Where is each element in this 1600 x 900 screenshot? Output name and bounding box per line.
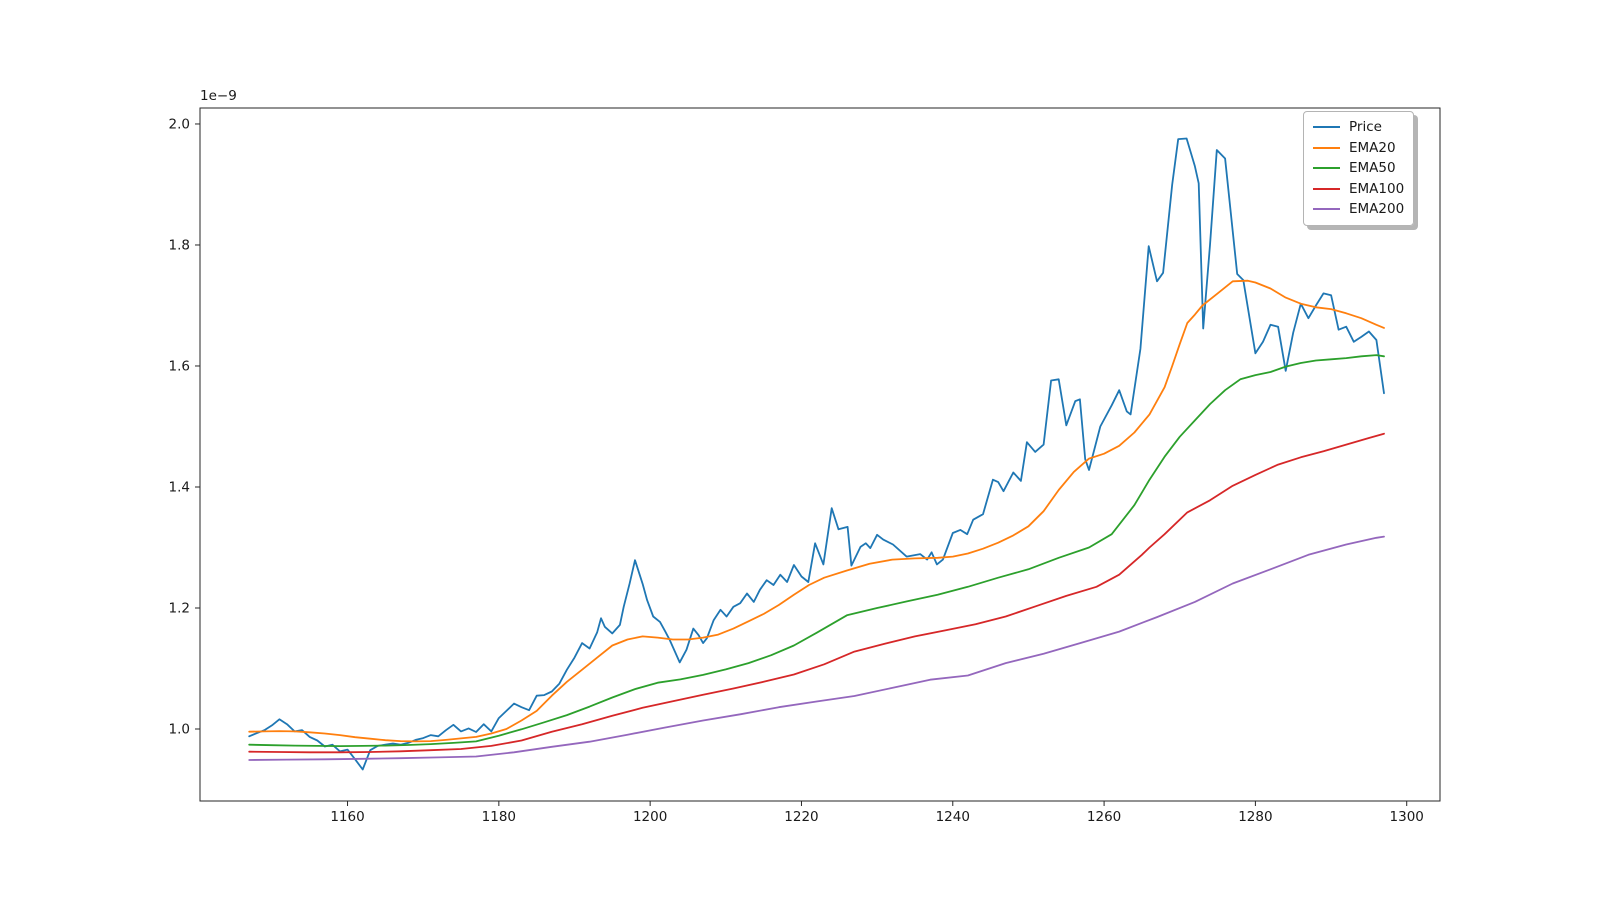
legend-label: EMA50 <box>1349 160 1396 177</box>
x-tick-label: 1300 <box>1390 809 1424 825</box>
legend-line-sample <box>1313 208 1340 211</box>
y-tick-label: 1.4 <box>169 479 190 495</box>
legend-entry-price: Price <box>1313 117 1404 138</box>
x-tick-label: 1160 <box>330 809 364 825</box>
series-line-price <box>248 137 1385 771</box>
x-tick-label: 1280 <box>1238 809 1272 825</box>
y-axis-offset-label: 1e−9 <box>200 88 237 104</box>
y-tick-label: 2.0 <box>169 116 190 132</box>
y-tick-label: 1.8 <box>169 237 190 253</box>
legend-entry-ema100: EMA100 <box>1313 179 1404 200</box>
legend-label: EMA200 <box>1349 201 1405 218</box>
legend-entry-ema20: EMA20 <box>1313 138 1404 159</box>
legend-label: EMA100 <box>1349 180 1405 197</box>
y-tick-label: 1.6 <box>169 358 190 374</box>
y-tick-label: 1.0 <box>169 722 190 738</box>
x-tick-label: 1260 <box>1087 809 1121 825</box>
legend-line-sample <box>1313 126 1340 129</box>
legend-label: EMA20 <box>1349 139 1396 156</box>
series-group <box>248 137 1385 771</box>
tick-labels-group: 1160 1180 1200 1220 1240 1260 1280 1300 1.0 1.2 1.… <box>169 116 1424 825</box>
series-line-ema200 <box>248 535 1385 761</box>
legend-label: Price <box>1349 119 1382 136</box>
legend-box: Price EMA20 EMA50 EMA100 EMA200 <box>1303 111 1415 226</box>
legend-line-sample <box>1313 167 1340 170</box>
series-line-ema100 <box>248 432 1385 754</box>
series-line-ema20 <box>248 279 1385 743</box>
legend-entry-ema50: EMA50 <box>1313 158 1404 179</box>
x-tick-label: 1200 <box>633 809 667 825</box>
series-line-ema50 <box>248 354 1385 747</box>
ticks-group <box>195 123 1408 806</box>
x-tick-label: 1180 <box>482 809 516 825</box>
y-tick-label: 1.2 <box>169 600 190 616</box>
legend-line-sample <box>1313 146 1340 149</box>
plot-border <box>199 107 1441 802</box>
x-tick-label: 1220 <box>784 809 818 825</box>
x-tick-label: 1240 <box>936 809 970 825</box>
legend-entry-ema200: EMA200 <box>1313 199 1404 220</box>
legend-line-sample <box>1313 187 1340 190</box>
